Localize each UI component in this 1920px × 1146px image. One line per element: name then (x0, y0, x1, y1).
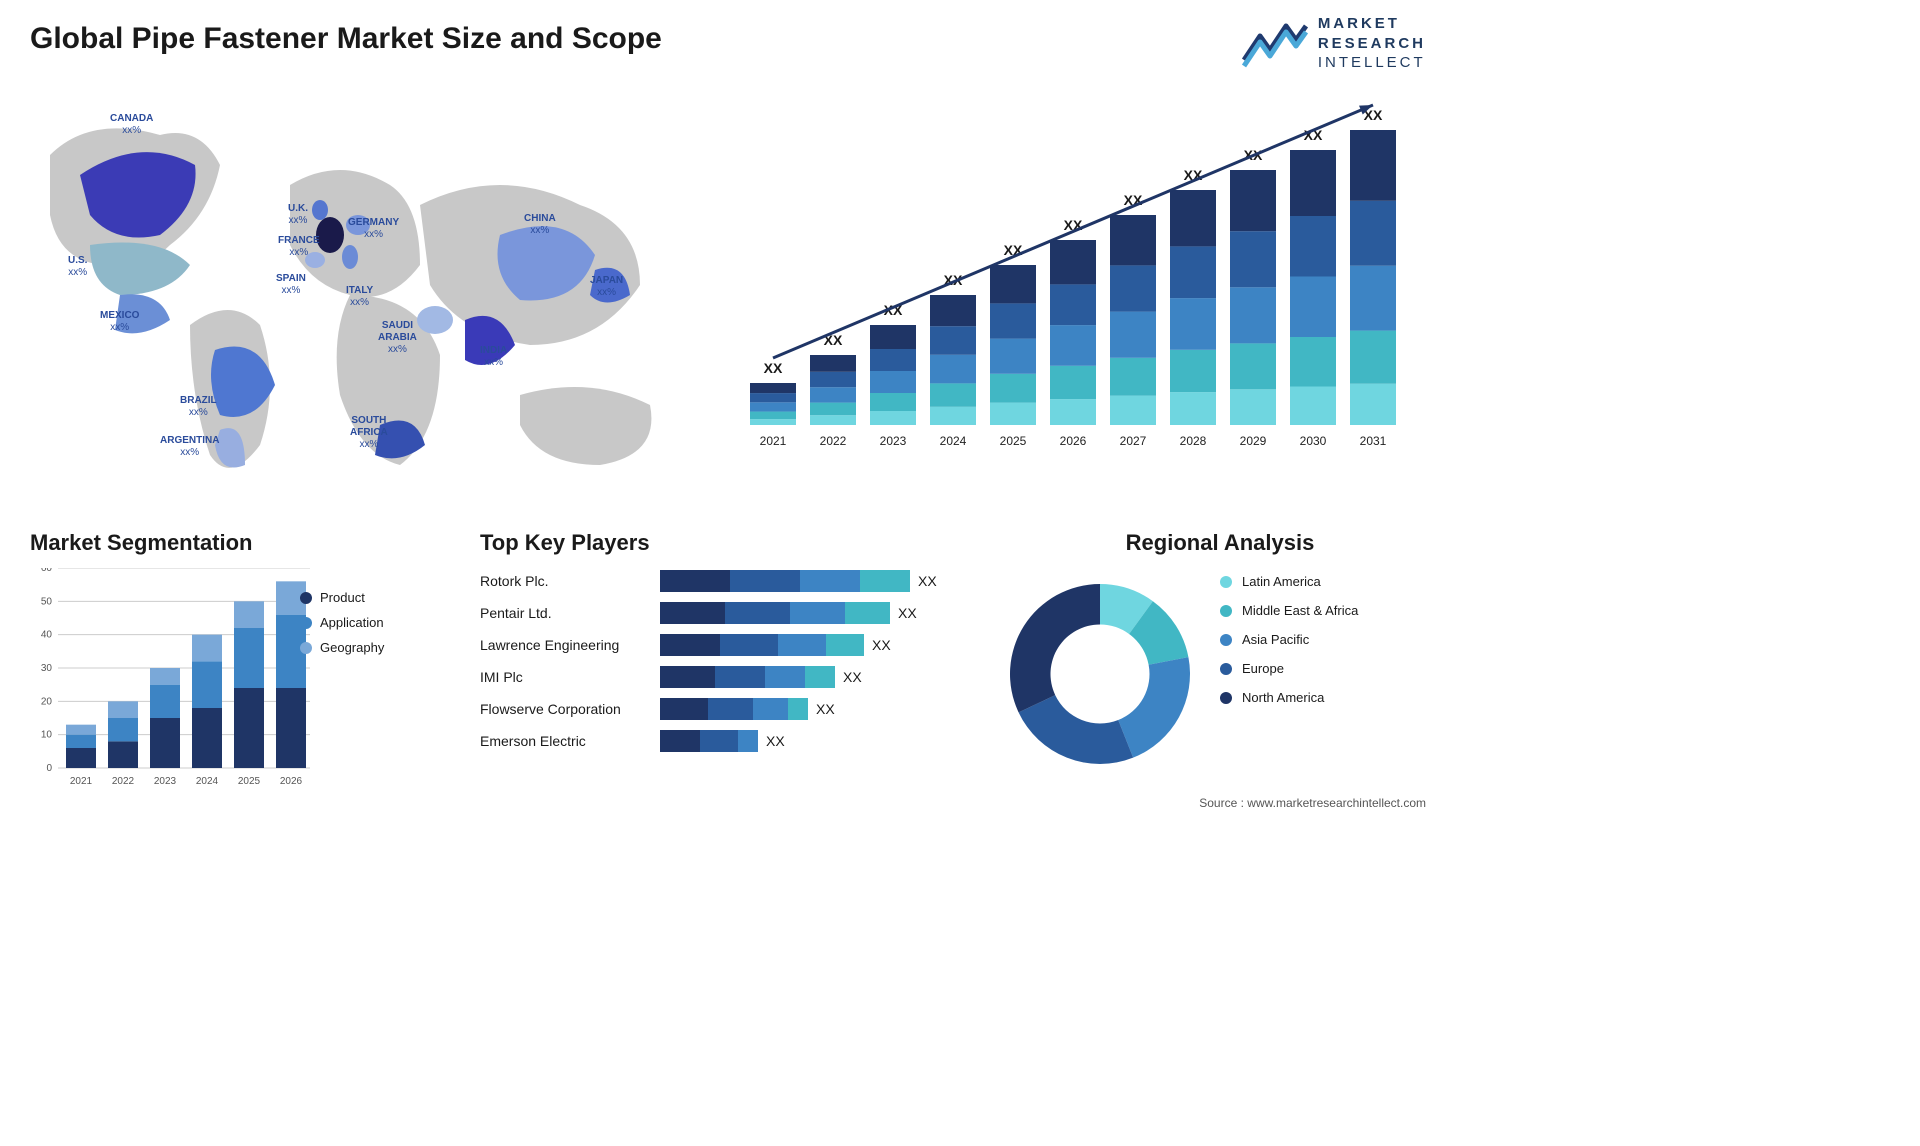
key-player-bar: XX (660, 730, 960, 752)
logo-line2: RESEARCH (1318, 34, 1426, 54)
key-player-value: XX (898, 605, 917, 621)
logo-line1: MARKET (1318, 14, 1426, 34)
svg-text:2024: 2024 (196, 776, 219, 787)
svg-text:2022: 2022 (112, 776, 135, 787)
key-player-bar: XX (660, 634, 960, 656)
key-player-value: XX (872, 637, 891, 653)
key-player-row: Flowserve Corporation XX (480, 698, 960, 720)
logo-icon (1242, 18, 1308, 68)
key-player-bar: XX (660, 602, 960, 624)
svg-text:2022: 2022 (820, 434, 847, 448)
key-player-row: Rotork Plc. XX (480, 570, 960, 592)
svg-text:2023: 2023 (154, 776, 177, 787)
segmentation-legend: Product Application Geography (300, 590, 384, 665)
map-label: BRAZILxx% (180, 395, 217, 419)
map-label: ITALYxx% (346, 285, 373, 309)
map-label: JAPANxx% (590, 275, 623, 299)
key-player-label: Flowserve Corporation (480, 701, 660, 717)
legend-item: Geography (300, 640, 384, 655)
svg-text:2027: 2027 (1120, 434, 1147, 448)
map-label: FRANCExx% (278, 235, 320, 259)
svg-text:0: 0 (46, 763, 52, 774)
regional-panel: Regional Analysis Latin America Middle Ea… (1000, 530, 1440, 774)
regional-donut (1000, 574, 1200, 774)
key-players-title: Top Key Players (480, 530, 960, 556)
key-players-panel: Top Key Players Rotork Plc.XXPentair Ltd… (480, 530, 960, 752)
svg-text:2025: 2025 (238, 776, 261, 787)
svg-text:20: 20 (41, 696, 53, 707)
key-player-row: IMI Plc XX (480, 666, 960, 688)
svg-text:2028: 2028 (1180, 434, 1207, 448)
legend-item: Europe (1220, 661, 1358, 676)
key-player-value: XX (766, 733, 785, 749)
logo-line3: INTELLECT (1318, 53, 1426, 73)
forecast-bar-chart: XX2021XX2022XX2023XX2024XX2025XX2026XX20… (740, 95, 1420, 475)
key-player-label: Pentair Ltd. (480, 605, 660, 621)
svg-text:2029: 2029 (1240, 434, 1267, 448)
legend-item: North America (1220, 690, 1358, 705)
key-player-value: XX (816, 701, 835, 717)
svg-text:2023: 2023 (880, 434, 907, 448)
key-player-bar: XX (660, 698, 960, 720)
svg-text:2024: 2024 (940, 434, 967, 448)
brand-logo: MARKET RESEARCH INTELLECT (1242, 14, 1426, 73)
map-label: CHINAxx% (524, 213, 556, 237)
legend-item: Application (300, 615, 384, 630)
svg-text:2026: 2026 (280, 776, 303, 787)
map-label: INDIAxx% (480, 345, 507, 369)
legend-item: Asia Pacific (1220, 632, 1358, 647)
key-player-row: Pentair Ltd. XX (480, 602, 960, 624)
key-player-row: Emerson Electric XX (480, 730, 960, 752)
map-label: MEXICOxx% (100, 310, 139, 334)
key-player-row: Lawrence Engineering XX (480, 634, 960, 656)
svg-text:60: 60 (41, 568, 53, 574)
regional-title: Regional Analysis (1000, 530, 1440, 556)
map-label: GERMANYxx% (348, 217, 399, 241)
svg-text:2030: 2030 (1300, 434, 1327, 448)
regional-legend: Latin America Middle East & Africa Asia Pa… (1220, 574, 1358, 719)
map-label: SOUTHAFRICAxx% (350, 415, 388, 451)
svg-text:40: 40 (41, 630, 53, 641)
source-text: Source : www.marketresearchintellect.com (1199, 796, 1426, 810)
key-player-bar: XX (660, 570, 960, 592)
map-label: SPAINxx% (276, 273, 306, 297)
segmentation-title: Market Segmentation (30, 530, 440, 556)
svg-text:XX: XX (764, 360, 783, 376)
world-map-panel: CANADAxx% U.S.xx% MEXICOxx% BRAZILxx% ARGENT… (20, 95, 700, 495)
legend-item: Product (300, 590, 384, 605)
map-label: U.S.xx% (68, 255, 87, 279)
key-player-label: Rotork Plc. (480, 573, 660, 589)
map-label: ARGENTINAxx% (160, 435, 219, 459)
key-player-label: Emerson Electric (480, 733, 660, 749)
svg-text:2021: 2021 (70, 776, 93, 787)
key-player-label: IMI Plc (480, 669, 660, 685)
svg-text:50: 50 (41, 596, 53, 607)
page-title: Global Pipe Fastener Market Size and Sco… (30, 22, 662, 56)
map-label: SAUDIARABIAxx% (378, 320, 417, 356)
legend-item: Latin America (1220, 574, 1358, 589)
svg-text:2031: 2031 (1360, 434, 1387, 448)
key-player-label: Lawrence Engineering (480, 637, 660, 653)
map-label: CANADAxx% (110, 113, 153, 137)
svg-text:2026: 2026 (1060, 434, 1087, 448)
key-player-value: XX (918, 573, 937, 589)
svg-text:30: 30 (41, 663, 53, 674)
key-player-bar: XX (660, 666, 960, 688)
map-label: U.K.xx% (288, 203, 308, 227)
key-player-value: XX (843, 669, 862, 685)
svg-text:10: 10 (41, 730, 53, 741)
svg-text:2025: 2025 (1000, 434, 1027, 448)
legend-item: Middle East & Africa (1220, 603, 1358, 618)
svg-text:2021: 2021 (760, 434, 787, 448)
